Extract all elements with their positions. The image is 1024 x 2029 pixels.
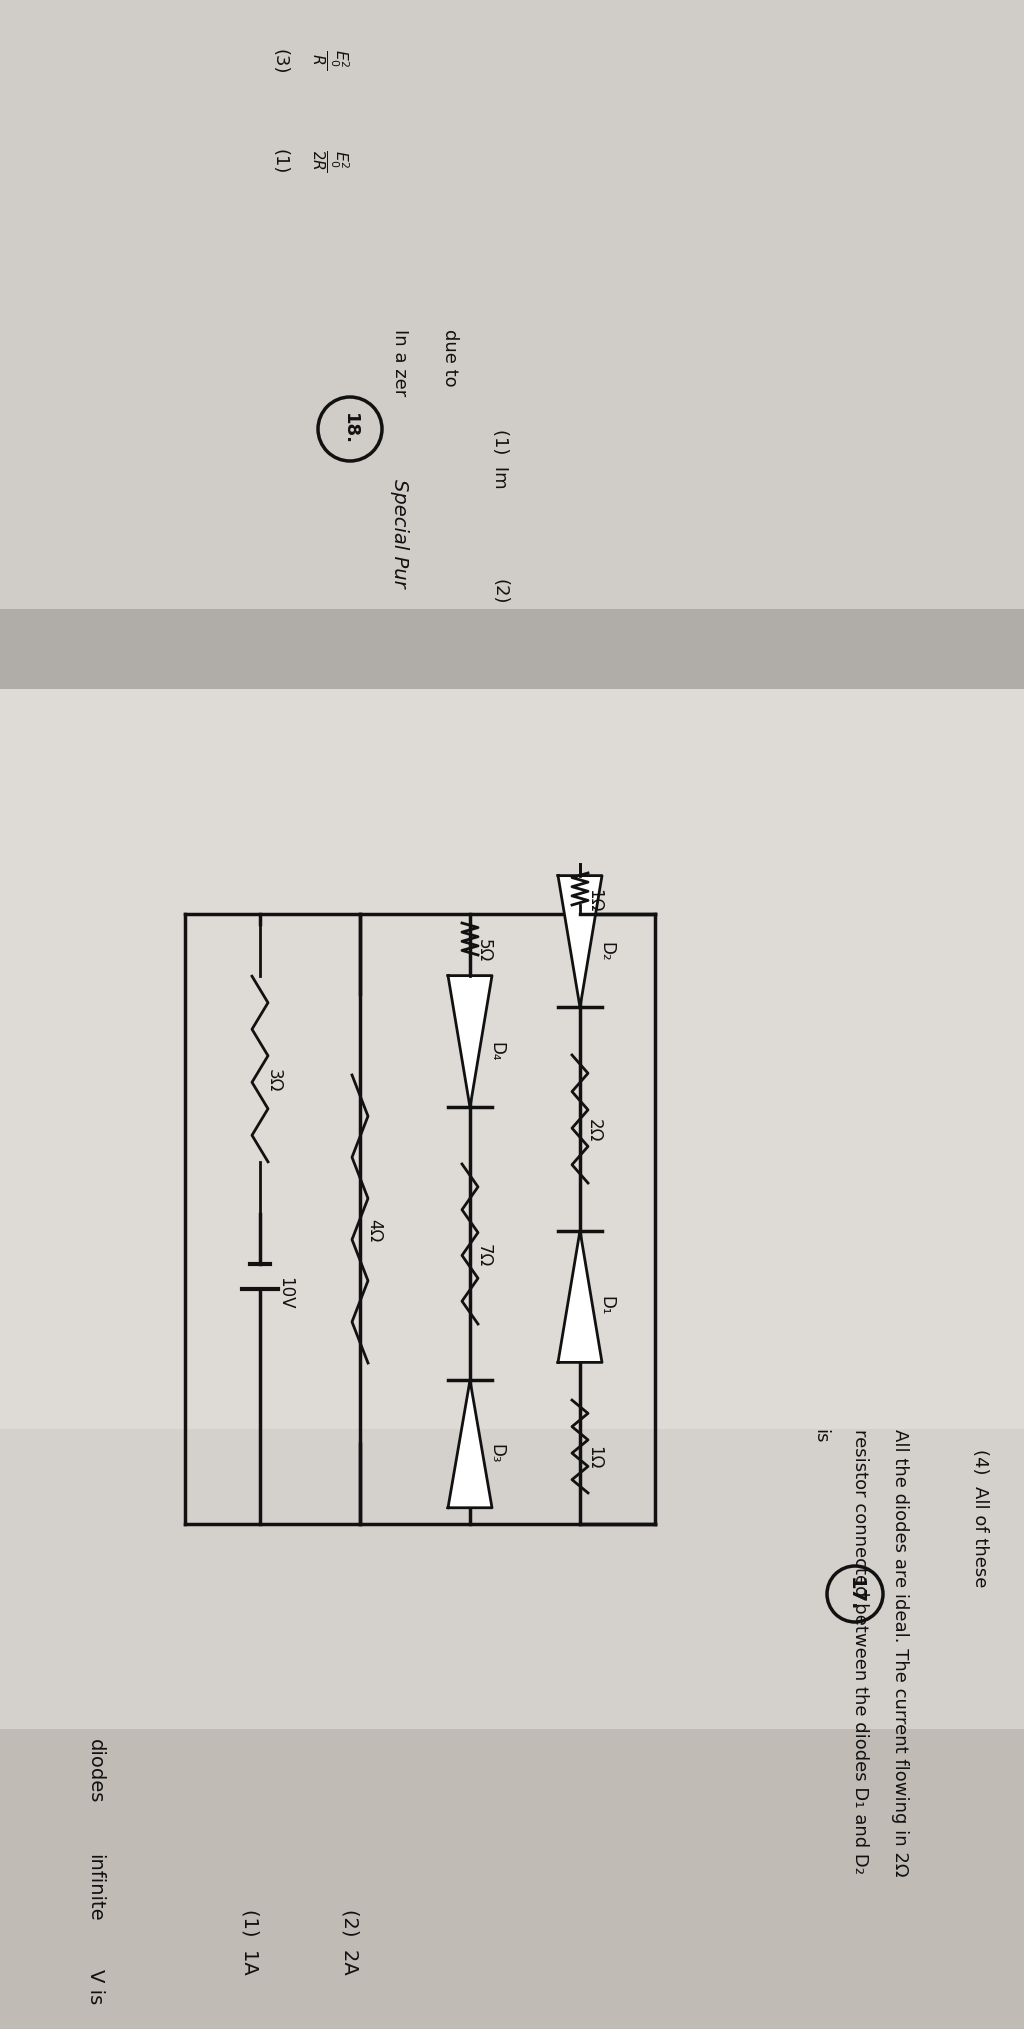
Text: (1)  1A: (1) 1A xyxy=(241,1909,259,1974)
Polygon shape xyxy=(449,976,492,1108)
Text: D₄: D₄ xyxy=(487,1041,505,1061)
Text: V is: V is xyxy=(85,1968,104,2005)
Text: D₂: D₂ xyxy=(597,941,615,962)
Text: (4)  All of these: (4) All of these xyxy=(971,1449,989,1587)
Bar xyxy=(0,1729,1024,2029)
Text: D₃: D₃ xyxy=(487,1445,505,1463)
Text: 1Ω: 1Ω xyxy=(585,1447,603,1469)
Text: 4Ω: 4Ω xyxy=(365,1219,383,1242)
Text: (3): (3) xyxy=(271,49,289,75)
Text: (2): (2) xyxy=(490,578,509,605)
Text: 2Ω: 2Ω xyxy=(585,1120,603,1142)
Text: 3Ω: 3Ω xyxy=(265,1069,283,1092)
Text: All the diodes are ideal. The current flowing in 2Ω: All the diodes are ideal. The current fl… xyxy=(891,1428,909,1877)
Text: (1): (1) xyxy=(271,148,289,174)
Bar xyxy=(0,0,1024,609)
Text: 10V: 10V xyxy=(276,1276,294,1309)
Text: diodes: diodes xyxy=(85,1739,104,1804)
Text: is: is xyxy=(811,1428,829,1443)
Text: 5Ω: 5Ω xyxy=(475,939,493,962)
Text: 18.: 18. xyxy=(341,414,359,444)
Text: (1)  Im: (1) Im xyxy=(490,428,509,489)
Text: $\frac{E_0^2}{R}$: $\frac{E_0^2}{R}$ xyxy=(310,49,350,69)
Text: 17.: 17. xyxy=(846,1577,864,1611)
Text: resistor connected between the diodes D₁ and D₂: resistor connected between the diodes D₁… xyxy=(851,1428,869,1875)
Bar xyxy=(0,0,1024,1428)
Polygon shape xyxy=(558,1232,602,1361)
Text: 1Ω: 1Ω xyxy=(585,889,603,913)
Text: due to: due to xyxy=(441,329,459,388)
Text: In a zer: In a zer xyxy=(391,329,409,396)
Text: infinite: infinite xyxy=(85,1855,104,1921)
Polygon shape xyxy=(449,1380,492,1508)
Bar xyxy=(0,609,1024,690)
Text: Special Pur: Special Pur xyxy=(390,479,410,588)
Polygon shape xyxy=(558,877,602,1006)
Text: D₁: D₁ xyxy=(597,1297,615,1317)
Text: $\frac{E_0^2}{2R}$: $\frac{E_0^2}{2R}$ xyxy=(310,148,350,172)
Text: 7Ω: 7Ω xyxy=(475,1244,493,1268)
Text: (2)  2A: (2) 2A xyxy=(341,1909,359,1974)
